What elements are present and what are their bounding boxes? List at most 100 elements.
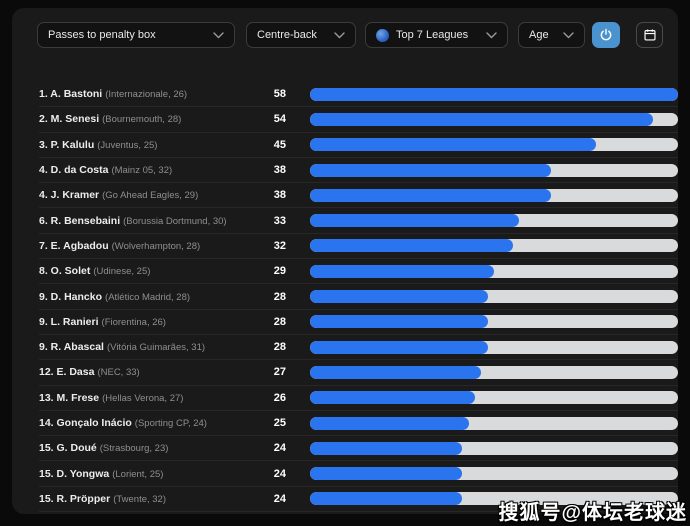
player-label: 9. R. Abascal (Vitória Guimarães, 31) [39,341,246,353]
player-club: (Internazionale, 26) [105,89,188,101]
player-club: (Bournemouth, 28) [102,114,182,126]
player-club: (Wolverhampton, 28) [111,240,201,252]
power-toggle-button[interactable] [592,22,620,48]
player-name: 15. D. Yongwa [39,467,110,480]
player-name: 14. Gonçalo Inácio [39,417,132,429]
player-label: 13. M. Frese (Hellas Verona, 27) [39,392,246,404]
player-value: 28 [273,341,286,354]
player-label: 7. E. Agbadou (Wolverhampton, 28) [39,240,246,252]
player-row: 13. M. Frese (Hellas Verona, 27) 26 [39,386,678,411]
player-name: 12. E. Dasa [39,366,95,379]
chevron-down-icon [334,31,345,39]
bar-fill [310,365,482,379]
stats-panel: Passes to penalty box Centre-back Top 7 … [12,8,678,514]
calendar-button[interactable] [636,22,663,48]
power-icon [599,28,613,42]
bar-fill [310,340,488,354]
bar-track [310,315,678,329]
player-name: 4. J. Kramer [39,189,100,202]
age-dropdown[interactable]: Age [518,22,585,48]
bar-fill [310,87,678,101]
player-row: 1. A. Bastoni (Internazionale, 26) 58 [39,82,678,108]
player-row: 6. R. Bensebaini (Borussia Dortmund, 30) … [39,208,678,234]
player-name: 8. O. Solet [39,265,91,278]
player-club: (Strasbourg, 23) [99,443,169,455]
player-label: 15. R. Pröpper (Twente, 32) [39,493,246,505]
player-label: 12. E. Dasa (NEC, 33) [39,366,246,378]
player-label: 6. R. Bensebaini (Borussia Dortmund, 30) [39,215,246,227]
bar-track [310,138,678,152]
player-name: 6. R. Bensebaini [39,214,121,227]
player-club: (Mainz 05, 32) [111,165,173,177]
player-label: 4. D. da Costa (Mainz 05, 32) [39,164,246,176]
bar-fill [310,264,494,278]
player-label: 9. L. Ranieri (Fiorentina, 26) [39,316,246,328]
player-row: 9. L. Ranieri (Fiorentina, 26) 28 [39,310,678,335]
player-value: 32 [273,239,286,252]
player-row: 12. E. Dasa (NEC, 33) 27 [39,360,678,386]
bar-track [310,264,678,278]
chevron-down-icon [486,31,497,39]
bar-track [310,467,678,481]
globe-icon [376,28,389,42]
player-club: (Lorient, 25) [112,468,164,480]
bar-track [310,239,678,253]
bar-track [310,365,678,379]
player-club: (Atlético Madrid, 28) [105,291,191,303]
player-club: (Hellas Verona, 27) [102,392,184,404]
bar-fill [310,163,552,177]
position-dropdown[interactable]: Centre-back [246,22,356,48]
player-club: (Fiorentina, 26) [101,316,166,328]
bar-fill [310,214,520,228]
position-dropdown-label: Centre-back [257,29,317,41]
bar-track [310,391,678,405]
player-name: 3. P. Kalulu [39,138,95,151]
bar-track [310,214,678,228]
player-row: 9. D. Hancko (Atlético Madrid, 28) 28 [39,284,678,310]
bar-fill [310,416,469,430]
bar-track [310,163,678,177]
calendar-icon [643,28,657,42]
bar-track [310,188,678,202]
metric-dropdown[interactable]: Passes to penalty box [37,22,235,48]
bar-fill [310,188,552,202]
player-value: 54 [273,113,286,126]
player-label: 14. Gonçalo Inácio (Sporting CP, 24) [39,417,246,429]
player-value: 25 [273,417,286,429]
watermark-text: 搜狐号@体坛老球迷 [498,502,687,524]
player-club: (Borussia Dortmund, 30) [123,215,227,227]
player-value: 28 [273,315,286,328]
player-row: 3. P. Kalulu (Juventus, 25) 45 [39,133,678,158]
player-value: 58 [273,88,286,101]
player-name: 15. G. Doué [39,442,97,455]
player-club: (Twente, 32) [113,493,167,505]
bar-fill [310,492,463,506]
player-club: (Vitória Guimarães, 31) [106,342,206,354]
bar-fill [310,138,596,152]
player-value: 26 [273,391,286,404]
player-club: (Juventus, 25) [97,139,158,151]
bar-track [310,87,678,101]
bar-track [310,340,678,354]
player-row: 4. D. da Costa (Mainz 05, 32) 38 [39,158,678,184]
player-value: 24 [273,442,286,455]
player-club: (Sporting CP, 24) [134,418,207,429]
bar-fill [310,239,514,253]
player-label: 2. M. Senesi (Bournemouth, 28) [39,113,246,125]
player-row: 15. R. Pröpper (Twente, 32) 24 [39,487,678,513]
player-label: 4. J. Kramer (Go Ahead Eagles, 29) [39,189,246,201]
bar-fill [310,391,475,405]
bar-fill [310,467,463,481]
player-club: (Udinese, 25) [93,266,151,278]
player-club: (Go Ahead Eagles, 29) [102,190,199,202]
player-name: 7. E. Agbadou [39,239,109,252]
chevron-down-icon [563,31,574,39]
player-value: 28 [273,290,286,303]
player-value: 24 [273,492,286,505]
player-label: 1. A. Bastoni (Internazionale, 26) [39,88,246,100]
player-row: 7. E. Agbadou (Wolverhampton, 28) 32 [39,234,678,260]
player-row: 2. M. Senesi (Bournemouth, 28) 54 [39,107,678,133]
league-dropdown[interactable]: Top 7 Leagues [365,22,508,48]
player-row: 15. G. Doué (Strasbourg, 23) 24 [39,436,678,462]
bar-track [310,416,678,430]
